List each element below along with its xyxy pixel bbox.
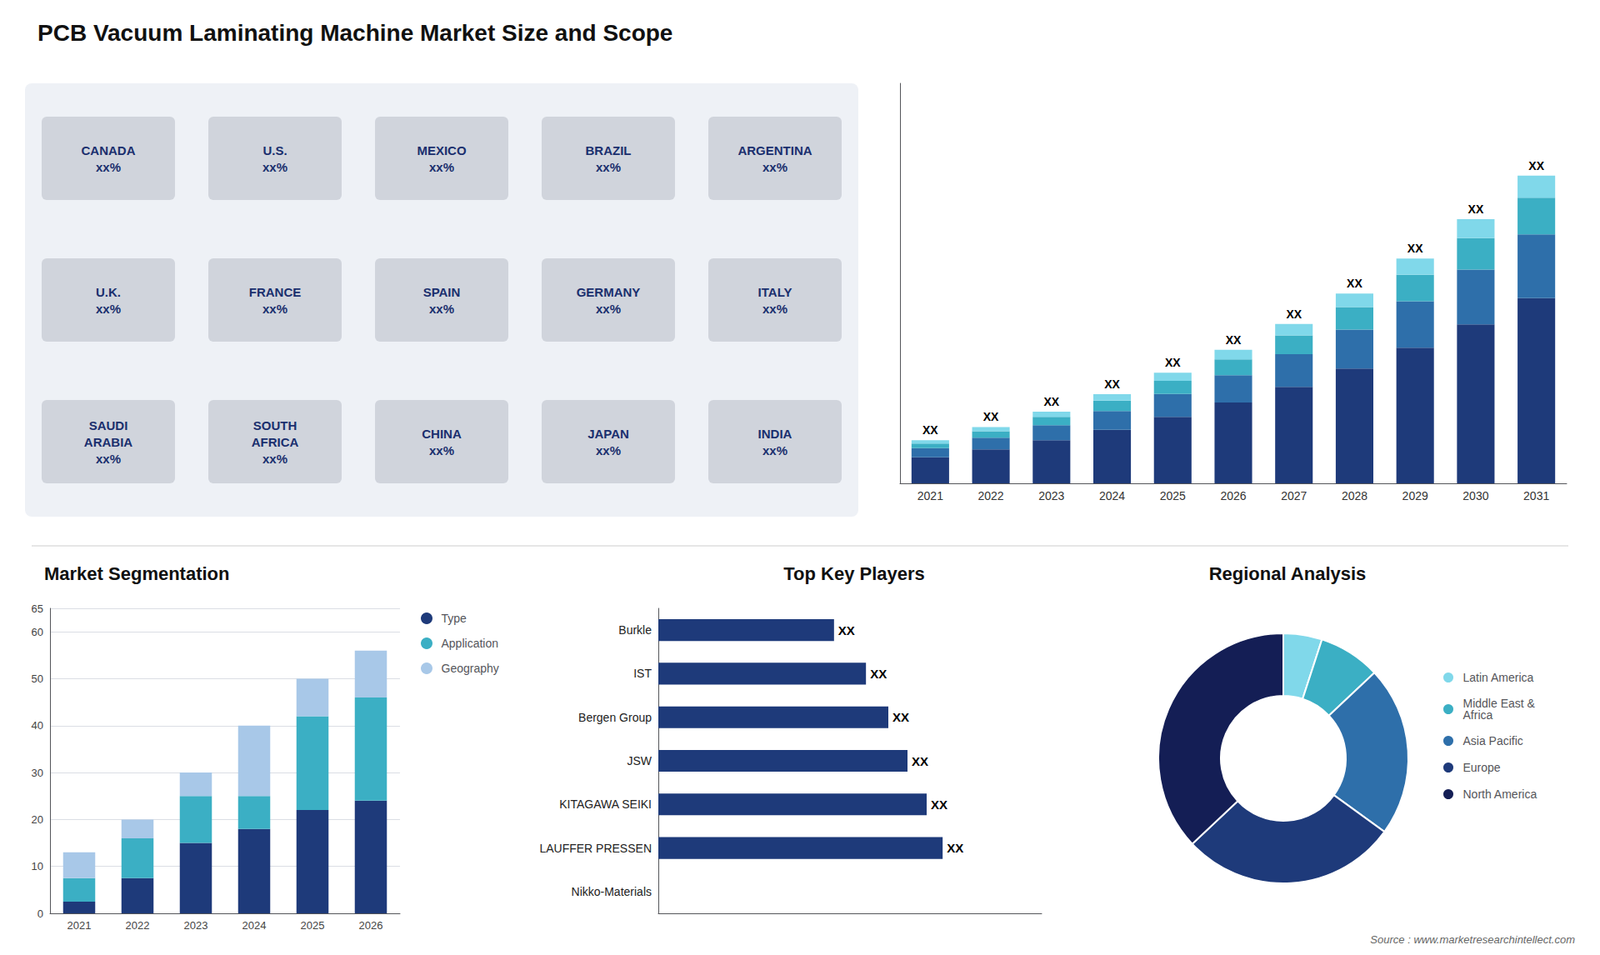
svg-text:SOUTH: SOUTH (253, 418, 298, 433)
svg-text:XX: XX (946, 840, 964, 855)
svg-text:2026: 2026 (359, 919, 384, 932)
svg-text:50: 50 (31, 672, 44, 685)
svg-text:Africa: Africa (1463, 708, 1494, 722)
svg-text:20: 20 (31, 813, 44, 826)
svg-text:MEXICO: MEXICO (416, 143, 467, 158)
svg-text:CHINA: CHINA (421, 426, 462, 441)
svg-text:SAUDI: SAUDI (89, 418, 129, 433)
svg-text:XX: XX (983, 410, 1000, 424)
svg-text:2024: 2024 (1099, 489, 1125, 503)
svg-text:xx%: xx% (95, 160, 121, 175)
svg-text:2027: 2027 (1280, 489, 1307, 503)
svg-text:2021: 2021 (67, 919, 92, 932)
svg-text:10: 10 (31, 860, 44, 873)
svg-text:0: 0 (37, 907, 44, 920)
svg-text:XX: XX (1225, 333, 1242, 347)
svg-text:2025: 2025 (300, 919, 325, 932)
svg-text:2021: 2021 (917, 489, 944, 503)
svg-text:AFRICA: AFRICA (251, 435, 300, 450)
svg-text:xx%: xx% (429, 301, 455, 316)
svg-text:Bergen Group: Bergen Group (578, 710, 652, 725)
svg-text:xx%: xx% (95, 301, 121, 316)
svg-text:30: 30 (31, 766, 44, 780)
svg-text:xx%: xx% (262, 160, 288, 175)
svg-text:2029: 2029 (1402, 489, 1429, 503)
svg-text:North America: North America (1463, 787, 1538, 801)
svg-text:XX: XX (1104, 377, 1120, 391)
svg-text:xx%: xx% (595, 301, 621, 316)
svg-text:Asia Pacific: Asia Pacific (1463, 734, 1524, 748)
svg-text:xx%: xx% (762, 443, 788, 458)
svg-text:xx%: xx% (429, 160, 455, 175)
svg-text:XX: XX (1407, 241, 1424, 255)
svg-text:Market Segmentation: Market Segmentation (44, 563, 230, 585)
svg-text:2026: 2026 (1220, 489, 1246, 503)
svg-text:Nikko-Materials: Nikko-Materials (571, 885, 652, 899)
svg-text:2028: 2028 (1341, 489, 1368, 503)
svg-text:ARABIA: ARABIA (84, 435, 133, 450)
svg-text:XX: XX (930, 797, 948, 812)
svg-text:xx%: xx% (762, 160, 788, 175)
svg-text:Type: Type (441, 611, 468, 625)
svg-text:U.S.: U.S. (262, 143, 287, 158)
svg-text:2022: 2022 (125, 919, 150, 932)
svg-text:INDIA: INDIA (758, 426, 793, 441)
svg-text:XX: XX (1468, 202, 1485, 216)
svg-text:65: 65 (31, 602, 44, 615)
svg-text:xx%: xx% (95, 451, 121, 466)
svg-text:XX: XX (870, 666, 887, 681)
svg-text:Latin America: Latin America (1463, 670, 1535, 685)
svg-text:Burkle: Burkle (618, 623, 652, 637)
svg-text:XX: XX (1043, 395, 1060, 409)
svg-text:Geography: Geography (441, 661, 500, 675)
svg-text:xx%: xx% (595, 443, 621, 458)
svg-text:Source : www.marketresearchint: Source : www.marketresearchintellect.com (1370, 933, 1575, 946)
svg-text:2024: 2024 (242, 919, 267, 932)
svg-text:Application: Application (441, 636, 500, 650)
svg-text:2031: 2031 (1523, 489, 1550, 503)
svg-text:60: 60 (31, 625, 44, 639)
svg-text:XX: XX (838, 623, 855, 638)
svg-text:xx%: xx% (762, 301, 788, 316)
svg-text:XX: XX (1165, 355, 1181, 370)
svg-text:ARGENTINA: ARGENTINA (737, 143, 812, 158)
svg-text:xx%: xx% (262, 301, 288, 316)
svg-text:2022: 2022 (978, 489, 1005, 503)
svg-text:JAPAN: JAPAN (587, 426, 630, 441)
svg-text:KITAGAWA SEIKI: KITAGAWA SEIKI (559, 797, 652, 811)
svg-text:BRAZIL: BRAZIL (585, 143, 632, 158)
svg-text:Middle East &: Middle East & (1462, 696, 1535, 710)
svg-text:2023: 2023 (1038, 489, 1065, 503)
svg-text:XX: XX (892, 710, 910, 725)
svg-text:Europe: Europe (1463, 760, 1501, 775)
svg-text:2030: 2030 (1462, 489, 1489, 503)
svg-text:U.K.: U.K. (95, 285, 121, 300)
svg-text:XX: XX (911, 754, 929, 769)
svg-text:GERMANY: GERMANY (576, 285, 641, 300)
svg-text:xx%: xx% (262, 451, 288, 466)
svg-text:LAUFFER PRESSEN: LAUFFER PRESSEN (539, 841, 652, 855)
svg-text:JSW: JSW (626, 754, 652, 768)
svg-text:CANADA: CANADA (81, 143, 136, 158)
svg-text:2025: 2025 (1160, 489, 1186, 503)
svg-text:xx%: xx% (595, 160, 621, 175)
svg-text:XX: XX (922, 423, 939, 437)
svg-text:XX: XX (1285, 307, 1302, 321)
svg-text:Regional Analysis: Regional Analysis (1209, 563, 1367, 585)
svg-text:SPAIN: SPAIN (423, 285, 461, 300)
svg-text:IST: IST (633, 666, 652, 680)
svg-text:ITALY: ITALY (758, 285, 793, 300)
svg-text:Top Key Players: Top Key Players (783, 563, 925, 585)
svg-text:PCB Vacuum Laminating Machine: PCB Vacuum Laminating Machine Market Siz… (37, 20, 673, 46)
svg-text:2023: 2023 (184, 919, 209, 932)
svg-text:XX: XX (1346, 276, 1363, 290)
svg-text:XX: XX (1528, 159, 1545, 173)
svg-text:xx%: xx% (429, 443, 455, 458)
svg-text:40: 40 (31, 719, 44, 732)
svg-text:FRANCE: FRANCE (249, 285, 302, 300)
